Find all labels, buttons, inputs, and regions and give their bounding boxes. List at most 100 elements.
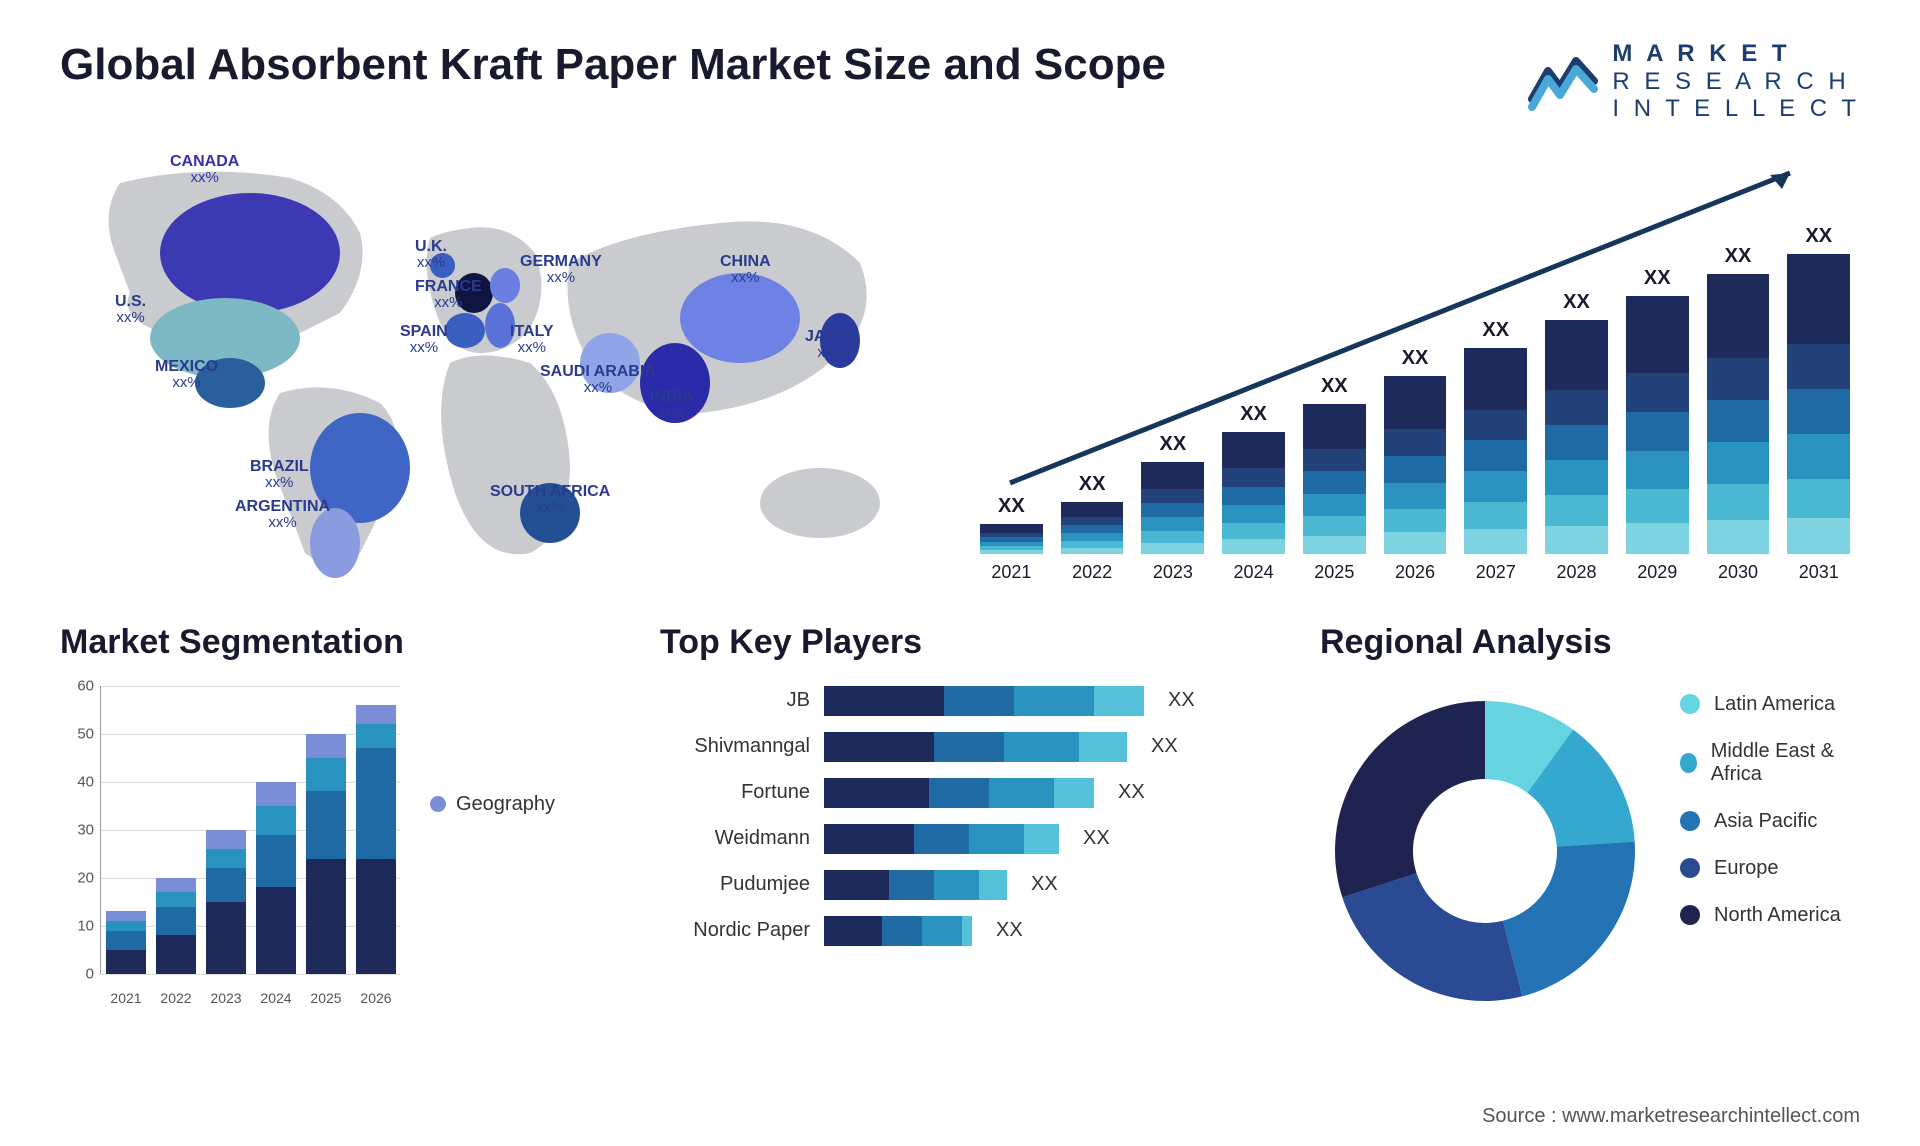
growth-bar-value: XX <box>1644 267 1671 290</box>
seg-bar <box>306 734 346 974</box>
seg-x-tick: 2025 <box>306 990 346 1006</box>
map-label: SOUTH AFRICAxx% <box>490 483 610 517</box>
seg-bar <box>256 782 296 974</box>
regional-title: Regional Analysis <box>1320 623 1650 662</box>
segmentation-legend: Geography <box>430 793 555 816</box>
map-label: SAUDI ARABIAxx% <box>540 363 656 397</box>
seg-x-tick: 2026 <box>356 990 396 1006</box>
seg-x-tick: 2024 <box>256 990 296 1006</box>
growth-bar-value: XX <box>1563 291 1590 314</box>
map-country-shape <box>160 193 340 313</box>
map-label: CANADAxx% <box>170 153 239 187</box>
player-name: Shivmanngal <box>660 735 810 758</box>
growth-bar-year: 2029 <box>1637 562 1677 583</box>
growth-bar-value: XX <box>1482 319 1509 342</box>
growth-bar-year: 2030 <box>1718 562 1758 583</box>
logo-line2: R E S E A R C H <box>1612 68 1860 96</box>
segmentation-title: Market Segmentation <box>60 623 620 662</box>
growth-chart-panel: XX2021XX2022XX2023XX2024XX2025XX2026XX20… <box>980 153 1860 583</box>
map-label: FRANCExx% <box>415 278 482 312</box>
player-name: Weidmann <box>660 827 810 850</box>
player-value: XX <box>1151 735 1178 758</box>
legend-swatch <box>1680 694 1700 714</box>
player-bar <box>824 686 1144 716</box>
brand-logo: M A R K E T R E S E A R C H I N T E L L … <box>1528 40 1860 123</box>
growth-bar-year: 2028 <box>1556 562 1596 583</box>
growth-bar-year: 2025 <box>1314 562 1354 583</box>
world-map-panel: CANADAxx%U.S.xx%MEXICOxx%BRAZILxx%ARGENT… <box>60 153 920 583</box>
player-name: JB <box>660 689 810 712</box>
growth-bar-year: 2027 <box>1476 562 1516 583</box>
legend-swatch <box>1680 811 1700 831</box>
map-label: CHINAxx% <box>720 253 771 287</box>
seg-y-tick: 10 <box>60 917 94 934</box>
player-bar <box>824 870 1007 900</box>
logo-line3: I N T E L L E C T <box>1612 95 1860 123</box>
player-value: XX <box>1083 827 1110 850</box>
seg-bar <box>206 830 246 974</box>
segmentation-panel: Market Segmentation 01020304050602021202… <box>60 623 620 1103</box>
source-attribution: Source : www.marketresearchintellect.com <box>1482 1105 1860 1128</box>
seg-x-tick: 2021 <box>106 990 146 1006</box>
player-value: XX <box>1168 689 1195 712</box>
growth-bar-value: XX <box>1240 403 1267 426</box>
legend-swatch <box>1680 858 1700 878</box>
map-label: ITALYxx% <box>510 323 554 357</box>
donut-slice <box>1503 841 1635 996</box>
seg-bar <box>106 911 146 973</box>
seg-y-tick: 0 <box>60 965 94 982</box>
player-value: XX <box>996 919 1023 942</box>
growth-bar-value: XX <box>1079 473 1106 496</box>
map-country-shape <box>445 313 485 348</box>
growth-bar-year: 2022 <box>1072 562 1112 583</box>
growth-bar-value: XX <box>1159 433 1186 456</box>
donut-slice <box>1342 873 1522 1001</box>
growth-bar: XX 2022 <box>1061 473 1124 583</box>
growth-bar: XX2026 <box>1384 347 1447 583</box>
growth-bar: XX 2030 <box>1707 245 1770 583</box>
regional-donut <box>1320 686 1650 1016</box>
map-label: JAPANxx% <box>805 328 858 362</box>
top-row: CANADAxx%U.S.xx%MEXICOxx%BRAZILxx%ARGENT… <box>60 153 1860 583</box>
growth-bar: XX 2028 <box>1545 291 1608 583</box>
growth-bar-value: XX <box>1805 225 1832 248</box>
growth-bar: XX2024 <box>1222 403 1285 583</box>
legend-label: Asia Pacific <box>1714 810 1817 833</box>
map-country-shape <box>490 268 520 303</box>
region-legend-item: Latin America <box>1680 693 1860 716</box>
growth-bar-year: 2023 <box>1153 562 1193 583</box>
player-bar <box>824 916 972 946</box>
growth-bar: XX2021 <box>980 495 1043 583</box>
legend-swatch <box>430 796 446 812</box>
region-legend-item: Asia Pacific <box>1680 810 1860 833</box>
map-label: MEXICOxx% <box>155 358 218 392</box>
growth-bar: XX 2029 <box>1626 267 1689 583</box>
players-title: Top Key Players <box>660 623 1280 662</box>
growth-bar-value: XX <box>1321 375 1348 398</box>
seg-x-tick: 2023 <box>206 990 246 1006</box>
seg-bar <box>156 878 196 974</box>
player-bar <box>824 778 1094 808</box>
growth-bar-value: XX <box>998 495 1025 518</box>
logo-icon <box>1528 51 1598 111</box>
segmentation-chart: 0102030405060202120222023202420252026 <box>60 686 400 1006</box>
header: Global Absorbent Kraft Paper Market Size… <box>60 40 1860 123</box>
seg-y-tick: 30 <box>60 821 94 838</box>
growth-bar-value: XX <box>1725 245 1752 268</box>
growth-bar-value: XX <box>1402 347 1429 370</box>
legend-swatch <box>1680 753 1697 773</box>
region-legend-item: North America <box>1680 904 1860 927</box>
player-name: Fortune <box>660 781 810 804</box>
player-bar <box>824 824 1059 854</box>
seg-y-tick: 60 <box>60 677 94 694</box>
map-label: ARGENTINAxx% <box>235 498 330 532</box>
players-list: JB XX Shivmanngal XX Fortune XX Weidmann XX Pudu… <box>660 686 1280 946</box>
map-label: U.K.xx% <box>415 238 447 272</box>
page-title: Global Absorbent Kraft Paper Market Size… <box>60 40 1166 90</box>
player-name: Pudumjee <box>660 873 810 896</box>
logo-text: M A R K E T R E S E A R C H I N T E L L … <box>1612 40 1860 123</box>
regional-panel: Regional Analysis Latin AmericaMiddle Ea… <box>1320 623 1860 1103</box>
seg-bar <box>356 705 396 974</box>
players-panel: Top Key Players JB XX Shivmanngal XX Fortune… <box>660 623 1280 1103</box>
legend-swatch <box>1680 905 1700 925</box>
